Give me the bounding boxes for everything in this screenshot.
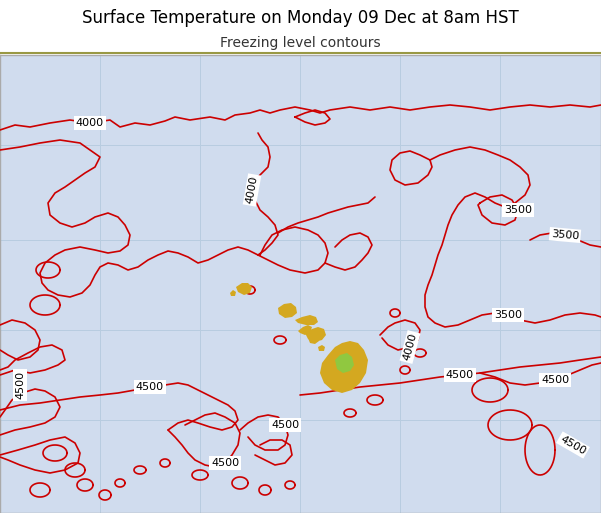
Polygon shape xyxy=(308,335,319,344)
Text: 4000: 4000 xyxy=(245,175,260,205)
Polygon shape xyxy=(318,345,325,351)
Polygon shape xyxy=(278,303,297,318)
Text: 3500: 3500 xyxy=(551,229,579,241)
Text: 4500: 4500 xyxy=(558,433,588,457)
Text: 4000: 4000 xyxy=(401,332,418,362)
Polygon shape xyxy=(295,315,318,325)
Polygon shape xyxy=(230,290,236,296)
Polygon shape xyxy=(298,325,312,335)
Polygon shape xyxy=(305,327,326,342)
Text: 4500: 4500 xyxy=(541,375,569,385)
Text: 4500: 4500 xyxy=(271,420,299,430)
Text: 3500: 3500 xyxy=(494,310,522,320)
Text: 4500: 4500 xyxy=(136,382,164,392)
Text: 4000: 4000 xyxy=(76,118,104,128)
Text: Surface Temperature on Monday 09 Dec at 8am HST: Surface Temperature on Monday 09 Dec at … xyxy=(82,9,519,27)
Text: 4500: 4500 xyxy=(15,371,25,399)
Text: 4500: 4500 xyxy=(446,370,474,380)
Text: Freezing level contours: Freezing level contours xyxy=(220,36,381,50)
Text: 4500: 4500 xyxy=(211,458,239,468)
Text: 3500: 3500 xyxy=(504,205,532,215)
Polygon shape xyxy=(335,353,354,373)
Polygon shape xyxy=(236,283,252,295)
Polygon shape xyxy=(320,341,368,393)
